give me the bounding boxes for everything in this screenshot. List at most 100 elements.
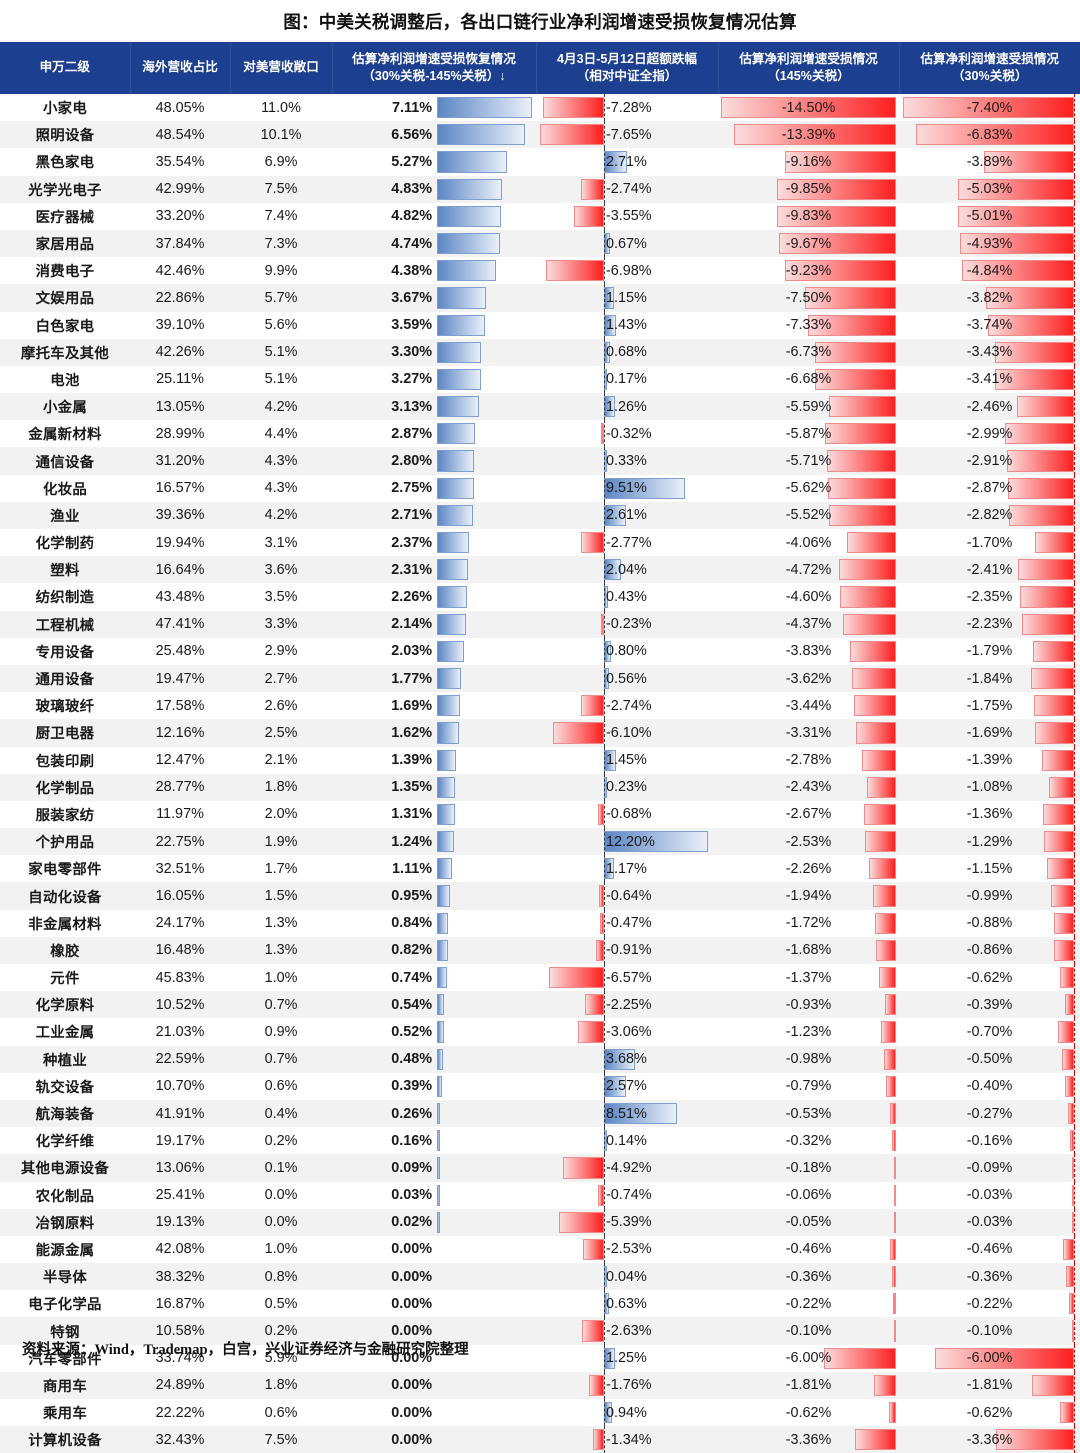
cell-recovery: 1.24%	[332, 828, 536, 855]
value-loss-30: -1.36%	[966, 806, 1013, 823]
cell-recovery: 2.80%	[332, 447, 536, 474]
value-loss-30: -0.39%	[966, 996, 1013, 1013]
databar-loss-145	[852, 667, 896, 690]
value-loss-30: -3.41%	[966, 371, 1013, 388]
cell-industry-name: 通用设备	[35, 672, 95, 689]
cell-loss-30: -6.83%	[899, 121, 1080, 149]
table-row: 玻璃玻纤 17.58% 2.6% 1.69% -2.74% -3.44% -1.75%	[0, 692, 1080, 720]
table-row: 轨交设备 10.70% 0.6% 0.39% 2.57% -0.79% -0.40%	[0, 1072, 1080, 1100]
databar-recovery	[437, 912, 449, 934]
cell-loss-145: -2.26%	[718, 855, 899, 882]
cell-industry-name: 白色家电	[35, 318, 95, 335]
cell-us-exposure: 11.0%	[261, 99, 301, 116]
value-loss-30: -0.88%	[966, 915, 1013, 932]
cell-excess-drop: 0.63%	[536, 1290, 718, 1318]
cell-loss-30: -1.81%	[899, 1371, 1080, 1399]
value-recovery: 0.26%	[391, 1105, 432, 1122]
cell-loss-145: -3.36%	[718, 1426, 899, 1453]
value-loss-145: -5.62%	[785, 480, 832, 497]
right-axis-line	[1074, 229, 1075, 258]
right-axis-line	[1074, 474, 1075, 502]
right-axis-line	[1074, 447, 1075, 475]
cell-overseas-share: 42.99%	[155, 181, 205, 198]
databar-loss-145	[884, 994, 896, 1016]
zero-axis-line	[604, 1072, 605, 1100]
value-excess-drop: 0.56%	[606, 670, 647, 687]
table-row: 照明设备 48.54% 10.1% 6.56% -7.65% -13.39% -6.83%	[0, 121, 1080, 149]
databar-recovery	[437, 450, 475, 472]
value-excess-drop: 1.43%	[606, 317, 647, 334]
databar-excess-drop	[549, 967, 604, 989]
value-recovery: 1.11%	[391, 860, 432, 877]
value-excess-drop: -1.76%	[606, 1377, 652, 1394]
databar-loss-30	[1072, 1184, 1074, 1206]
cell-industry-name: 金属新材料	[28, 427, 102, 444]
cell-loss-30: -2.23%	[899, 610, 1080, 638]
col-header-overseas-share: 海外营收占比	[130, 42, 231, 94]
cell-overseas-share: 19.94%	[155, 534, 205, 551]
cell-excess-drop: -2.74%	[536, 175, 718, 203]
databar-loss-30	[1042, 803, 1074, 826]
value-loss-145: -9.83%	[785, 208, 832, 225]
cell-loss-145: -6.68%	[718, 366, 899, 393]
cell-excess-drop: 9.51%	[536, 474, 718, 502]
databar-excess-drop	[597, 1184, 604, 1206]
value-recovery: 0.48%	[391, 1051, 432, 1068]
value-loss-145: -1.68%	[785, 942, 832, 959]
value-loss-145: -14.50%	[781, 99, 836, 116]
right-axis-line	[1074, 284, 1075, 312]
cell-recovery: 5.27%	[332, 148, 536, 175]
zero-axis-line	[604, 1208, 605, 1236]
cell-us-exposure: 0.2%	[264, 1132, 298, 1149]
cell-recovery: 2.14%	[332, 611, 536, 638]
value-recovery: 3.30%	[391, 344, 432, 361]
cell-excess-drop: 12.20%	[536, 828, 718, 856]
value-excess-drop: 0.80%	[606, 643, 647, 660]
cell-industry-name: 冶钢原料	[35, 1215, 95, 1232]
cell-us-exposure: 1.8%	[264, 1377, 298, 1394]
right-axis-line	[1074, 1344, 1075, 1372]
cell-overseas-share: 25.48%	[155, 643, 205, 660]
databar-loss-30	[1049, 776, 1074, 798]
col-header-us-exposure: 对美营收敞口	[230, 42, 333, 94]
cell-loss-145: -0.32%	[718, 1127, 899, 1154]
cell-overseas-share: 22.59%	[155, 1051, 205, 1068]
databar-recovery	[437, 885, 450, 907]
value-loss-145: -7.50%	[785, 289, 832, 306]
databar-excess-drop	[601, 613, 604, 635]
value-excess-drop: 0.43%	[606, 588, 647, 605]
table-row: 金属新材料 28.99% 4.4% 2.87% -0.32% -5.87% -2.99%	[0, 420, 1080, 448]
cell-industry-name: 小家电	[42, 101, 88, 118]
cell-overseas-share: 16.48%	[155, 942, 205, 959]
cell-us-exposure: 1.0%	[264, 1241, 298, 1258]
cell-industry-name: 自动化设备	[28, 889, 102, 906]
cell-us-exposure: 10.1%	[260, 126, 302, 143]
right-axis-line	[1074, 1181, 1075, 1209]
cell-us-exposure: 1.3%	[264, 942, 298, 959]
databar-loss-145	[807, 314, 896, 336]
zero-axis-line	[604, 501, 605, 529]
cell-excess-drop: 1.45%	[536, 746, 718, 774]
databar-loss-30	[995, 368, 1074, 391]
zero-axis-line	[604, 1181, 605, 1209]
databar-loss-145	[839, 559, 896, 581]
databar-loss-145	[884, 1048, 896, 1070]
value-loss-30: -1.81%	[966, 1377, 1013, 1394]
databar-recovery	[437, 532, 469, 554]
cell-us-exposure: 1.5%	[264, 888, 298, 905]
databar-loss-30	[1007, 477, 1074, 499]
zero-axis-line	[604, 447, 605, 475]
zero-axis-line	[604, 1235, 605, 1264]
zero-axis-line	[604, 94, 605, 122]
cell-loss-145: -9.83%	[718, 203, 899, 230]
cell-recovery: 0.54%	[332, 991, 536, 1018]
value-loss-30: -3.89%	[966, 153, 1013, 170]
cell-industry-name: 工业金属	[35, 1025, 95, 1042]
cell-recovery: 4.74%	[332, 230, 536, 257]
value-loss-145: -0.62%	[785, 1404, 832, 1421]
cell-industry-name: 家居用品	[35, 237, 95, 254]
cell-industry-name: 纺织制造	[35, 590, 95, 607]
cell-loss-30: -3.43%	[899, 338, 1080, 366]
zero-axis-line	[604, 1371, 605, 1399]
zero-axis-line	[604, 882, 605, 910]
